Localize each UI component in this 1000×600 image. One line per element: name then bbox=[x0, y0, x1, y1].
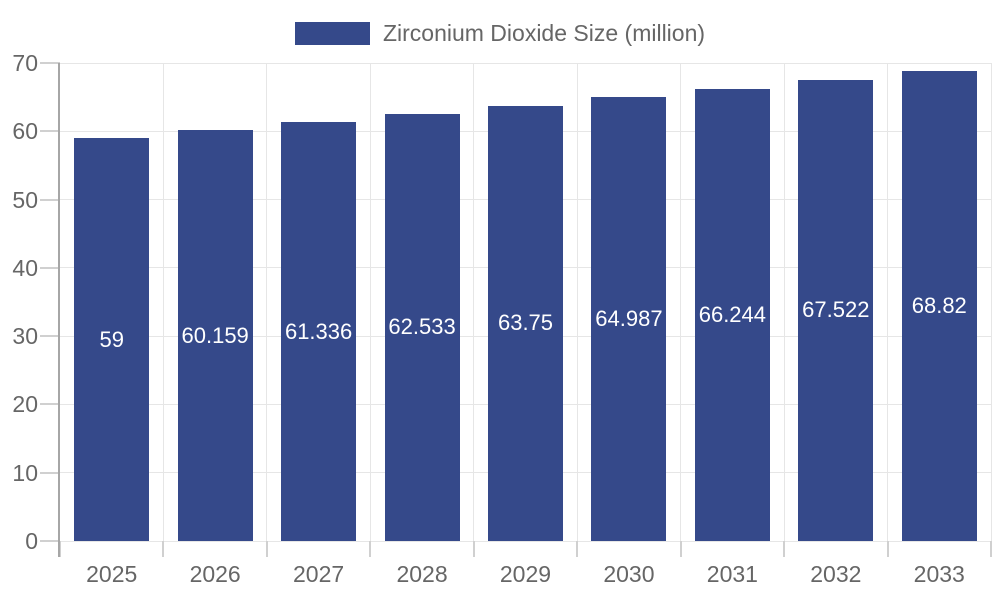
x-axis-label-2027: 2027 bbox=[293, 561, 345, 587]
x-axis-label-2031: 2031 bbox=[706, 561, 758, 587]
x-tick-5 bbox=[576, 541, 579, 557]
y-tick-30 bbox=[40, 335, 60, 338]
x-tick-0 bbox=[59, 541, 61, 557]
x-gridline-5 bbox=[576, 63, 578, 541]
bar-value-2027: 61.336 bbox=[284, 318, 353, 344]
legend-swatch bbox=[294, 21, 370, 45]
y-axis-label-0: 0 bbox=[25, 528, 38, 554]
x-axis-label-2025: 2025 bbox=[86, 561, 138, 587]
y-axis-label-10: 10 bbox=[12, 459, 38, 486]
bar-value-2030: 64.987 bbox=[595, 306, 663, 332]
bar-value-2033: 68.82 bbox=[911, 293, 967, 319]
x-tick-6 bbox=[679, 541, 682, 557]
bar-value-2028: 62.533 bbox=[388, 314, 456, 340]
y-axis-label-40: 40 bbox=[12, 254, 38, 281]
y-axis-label-30: 30 bbox=[12, 323, 38, 350]
y-gridline-0 bbox=[60, 540, 991, 542]
legend-label: Zirconium Dioxide Size (million) bbox=[382, 20, 706, 46]
bar-value-2026: 60.159 bbox=[181, 322, 249, 348]
y-axis-line bbox=[58, 63, 60, 557]
x-tick-2 bbox=[265, 541, 268, 557]
x-axis-label-2030: 2030 bbox=[603, 561, 655, 587]
y-axis-label-70: 70 bbox=[12, 50, 38, 76]
bar-2028[interactable] bbox=[384, 113, 460, 541]
x-axis-label-2033: 2033 bbox=[913, 561, 965, 587]
bar-2033[interactable] bbox=[901, 71, 977, 541]
x-gridline-2 bbox=[266, 63, 268, 541]
x-tick-8 bbox=[886, 541, 889, 557]
x-axis-label-2032: 2032 bbox=[810, 561, 862, 587]
bar-2029[interactable] bbox=[488, 105, 563, 541]
x-gridline-3 bbox=[369, 63, 371, 541]
x-gridline-6 bbox=[680, 63, 682, 541]
y-axis-label-20: 20 bbox=[12, 391, 38, 418]
bar-2031[interactable] bbox=[694, 88, 770, 541]
y-tick-20 bbox=[40, 403, 60, 406]
bar-2025[interactable] bbox=[74, 138, 150, 541]
y-tick-50 bbox=[40, 198, 60, 201]
x-tick-9 bbox=[990, 541, 992, 557]
y-axis-label-60: 60 bbox=[12, 118, 38, 145]
x-axis-label-2029: 2029 bbox=[499, 561, 552, 587]
x-tick-7 bbox=[783, 541, 786, 557]
bar-2027[interactable] bbox=[281, 122, 357, 541]
x-gridline-8 bbox=[887, 63, 889, 541]
bar-value-2032: 67.522 bbox=[802, 297, 870, 323]
x-gridline-4 bbox=[473, 63, 475, 541]
y-gridline-70 bbox=[60, 62, 991, 64]
y-tick-0 bbox=[40, 540, 60, 542]
x-gridline-7 bbox=[783, 63, 785, 541]
x-tick-4 bbox=[472, 541, 475, 557]
x-gridline-1 bbox=[162, 63, 164, 541]
x-axis-label-2028: 2028 bbox=[396, 561, 448, 587]
y-tick-10 bbox=[40, 471, 60, 474]
x-gridline-9 bbox=[990, 63, 992, 541]
legend-item[interactable]: Zirconium Dioxide Size (million) bbox=[0, 18, 1000, 48]
y-tick-60 bbox=[40, 130, 60, 133]
bar-2030[interactable] bbox=[591, 97, 667, 541]
bar-2026[interactable] bbox=[177, 130, 253, 541]
y-tick-40 bbox=[40, 266, 60, 269]
bar-value-2031: 66.244 bbox=[698, 301, 767, 327]
x-tick-3 bbox=[369, 541, 372, 557]
bar-value-2029: 63.75 bbox=[497, 310, 554, 336]
bar-2032[interactable] bbox=[798, 79, 874, 541]
x-tick-1 bbox=[162, 541, 165, 557]
y-tick-70 bbox=[40, 62, 60, 64]
bar-value-2025: 59 bbox=[99, 326, 124, 352]
y-axis-label-50: 50 bbox=[12, 186, 38, 213]
x-axis-label-2026: 2026 bbox=[189, 561, 241, 587]
